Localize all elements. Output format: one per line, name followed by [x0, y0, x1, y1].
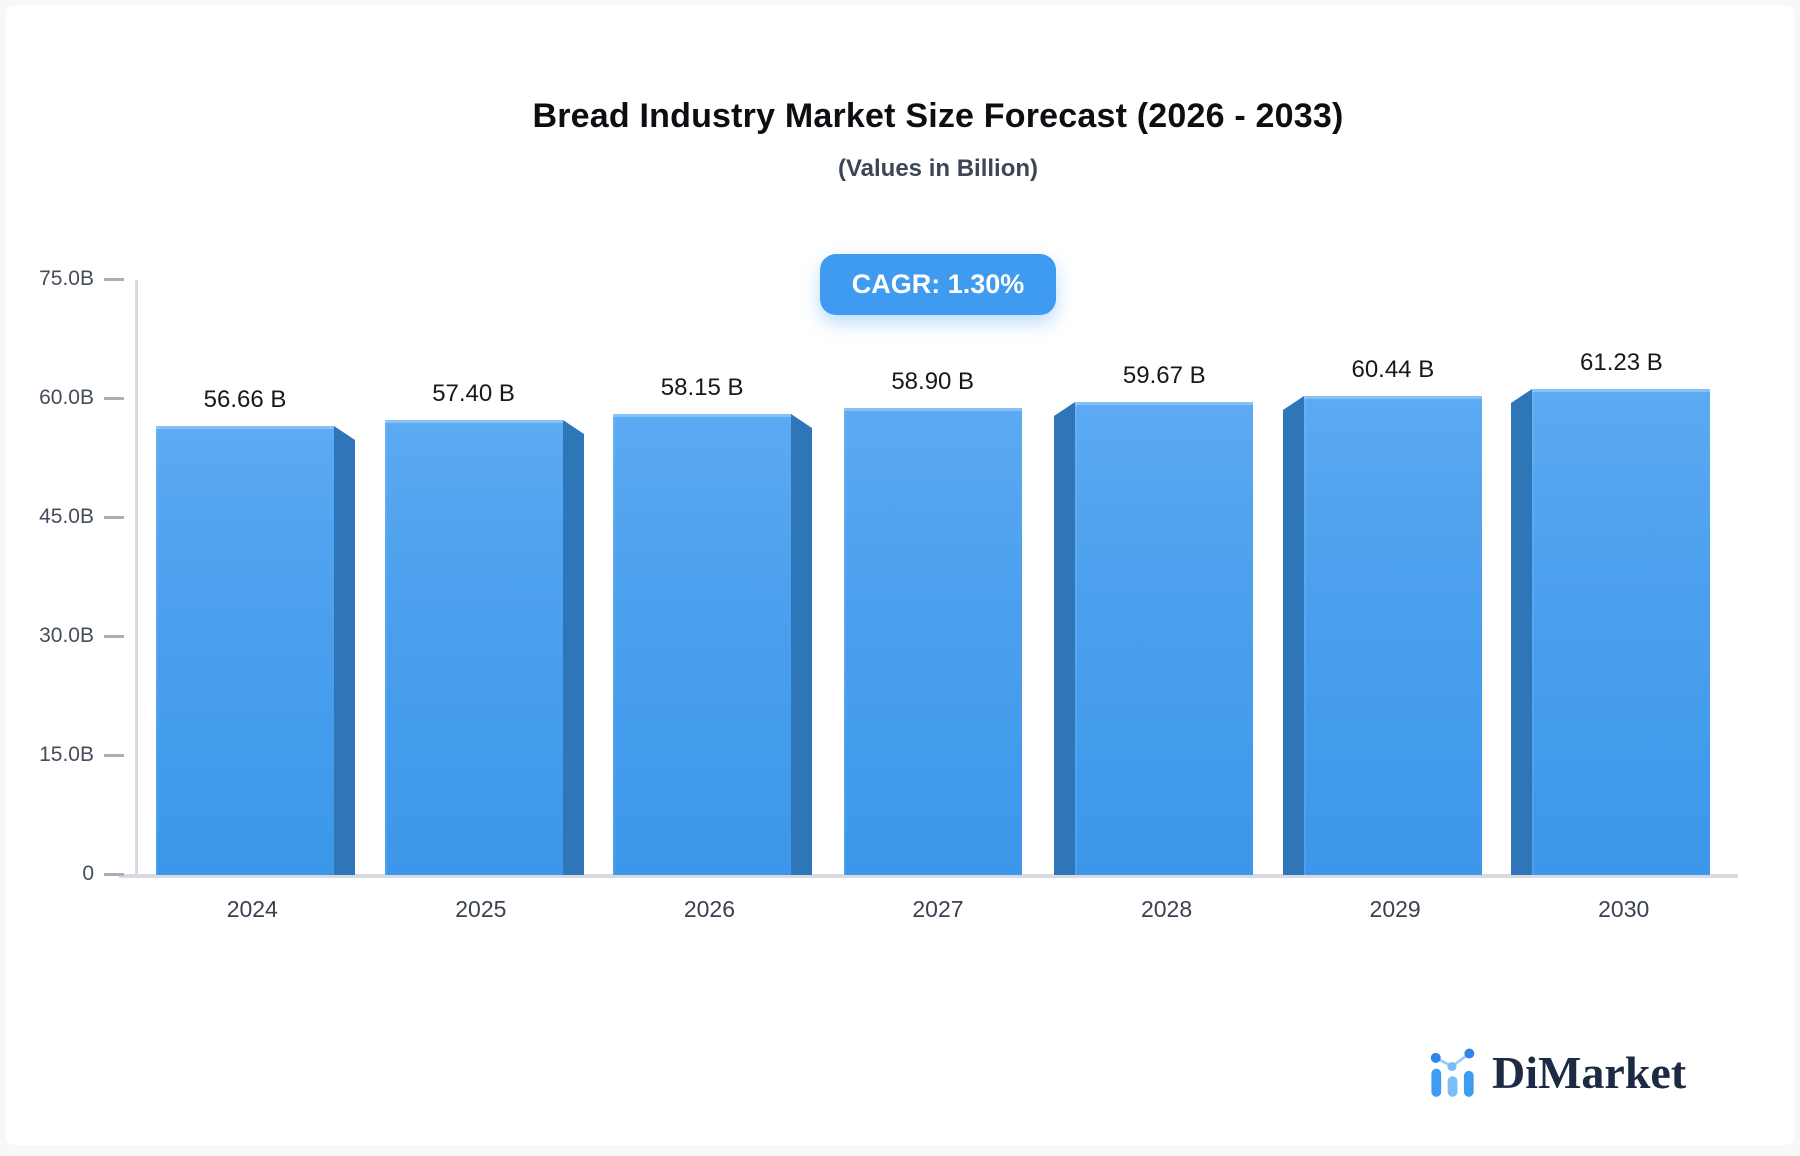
bar-top-bevel — [1054, 401, 1076, 416]
bar-top-bevel — [334, 425, 355, 440]
bar-2028 — [1075, 401, 1254, 875]
bar-group-2025: 57.40 B 2025 — [367, 280, 596, 922]
y-axis-tick-dash — [104, 754, 124, 757]
y-axis-tick-label: 15.0B — [39, 743, 94, 766]
mini-bar-chart-icon — [1430, 1048, 1475, 1097]
y-axis-tick-dash — [104, 635, 124, 638]
dimarket-logo: DiMarket — [1426, 1047, 1686, 1099]
chart-plot-area: 0 15.0B 30.0B 45.0B 60.0B 75.0B 56.66 B 2024 57.… — [39, 267, 1738, 922]
bar-top-bevel — [562, 419, 584, 434]
y-axis-tick-dash — [104, 873, 124, 876]
page-title: Bread Industry Market Size Forecast (202… — [532, 97, 1344, 135]
value-label-2029: 60.44 B — [1351, 355, 1435, 383]
bar-2027 — [843, 407, 1022, 875]
y-axis-tick-dash — [104, 397, 124, 400]
bar-2030 — [1532, 389, 1711, 875]
bar-side-face — [334, 439, 355, 875]
logo-text: DiMarket — [1492, 1047, 1687, 1098]
x-axis-label-2026: 2026 — [683, 896, 735, 922]
cagr-badge: CAGR: 1.30% — [819, 254, 1057, 315]
x-axis-label-2030: 2030 — [1598, 896, 1650, 922]
x-axis-label-2024: 2024 — [226, 896, 278, 922]
y-axis-tick-dash — [104, 278, 124, 281]
x-axis-label-2025: 2025 — [455, 896, 507, 922]
value-label-2025: 57.40 B — [432, 379, 515, 407]
bar-side-face — [791, 427, 813, 875]
y-axis-tick-label: 30.0B — [39, 624, 94, 647]
page-subtitle: (Values in Billion) — [837, 155, 1039, 182]
bar-side-face — [562, 433, 584, 875]
bar-2024 — [156, 425, 334, 875]
bar-group-2027: 58.90 B 2027 — [824, 280, 1053, 922]
bar-top-bevel — [791, 413, 813, 428]
y-axis-tick-label: 45.0B — [39, 505, 94, 528]
bar-group-2028: 59.67 B 2028 — [1052, 280, 1281, 922]
value-label-2027: 58.90 B — [891, 367, 975, 395]
bar-top-bevel — [1511, 389, 1533, 404]
bar-group-2026: 58.15 B 2026 — [595, 280, 824, 922]
bar-side-face — [1054, 415, 1076, 875]
x-axis-label-2027: 2027 — [912, 896, 964, 922]
value-label-2026: 58.15 B — [660, 373, 744, 401]
bar-2029 — [1303, 395, 1482, 875]
chart-card: Bread Industry Market Size Forecast (202… — [6, 5, 1794, 1145]
bar-2026 — [613, 413, 792, 875]
bar-top-bevel — [1282, 395, 1304, 410]
value-label-2030: 61.23 B — [1580, 349, 1663, 377]
bar-group-2024: 56.66 B 2024 — [138, 280, 367, 922]
bar-2025 — [384, 419, 563, 875]
cagr-badge-wrap: CAGR: 1.30% — [138, 254, 1738, 315]
value-label-2028: 59.67 B — [1122, 361, 1206, 389]
x-axis-label-2028: 2028 — [1140, 896, 1193, 922]
bar-group-2030: 61.23 B 2030 — [1509, 280, 1738, 922]
bar-side-face — [1511, 403, 1533, 875]
x-axis-baseline — [119, 874, 1738, 878]
x-axis-label-2029: 2029 — [1369, 896, 1421, 922]
bar-side-face — [1282, 409, 1304, 875]
value-label-2024: 56.66 B — [203, 385, 287, 413]
y-axis-tick-label: 60.0B — [39, 386, 94, 409]
y-axis-line — [135, 280, 138, 877]
y-axis-tick-label: 0 — [82, 862, 94, 885]
y-axis-tick-dash — [104, 516, 124, 519]
bar-group-2029: 60.44 B 2029 — [1281, 280, 1510, 922]
y-axis-tick-label: 75.0B — [39, 267, 94, 290]
